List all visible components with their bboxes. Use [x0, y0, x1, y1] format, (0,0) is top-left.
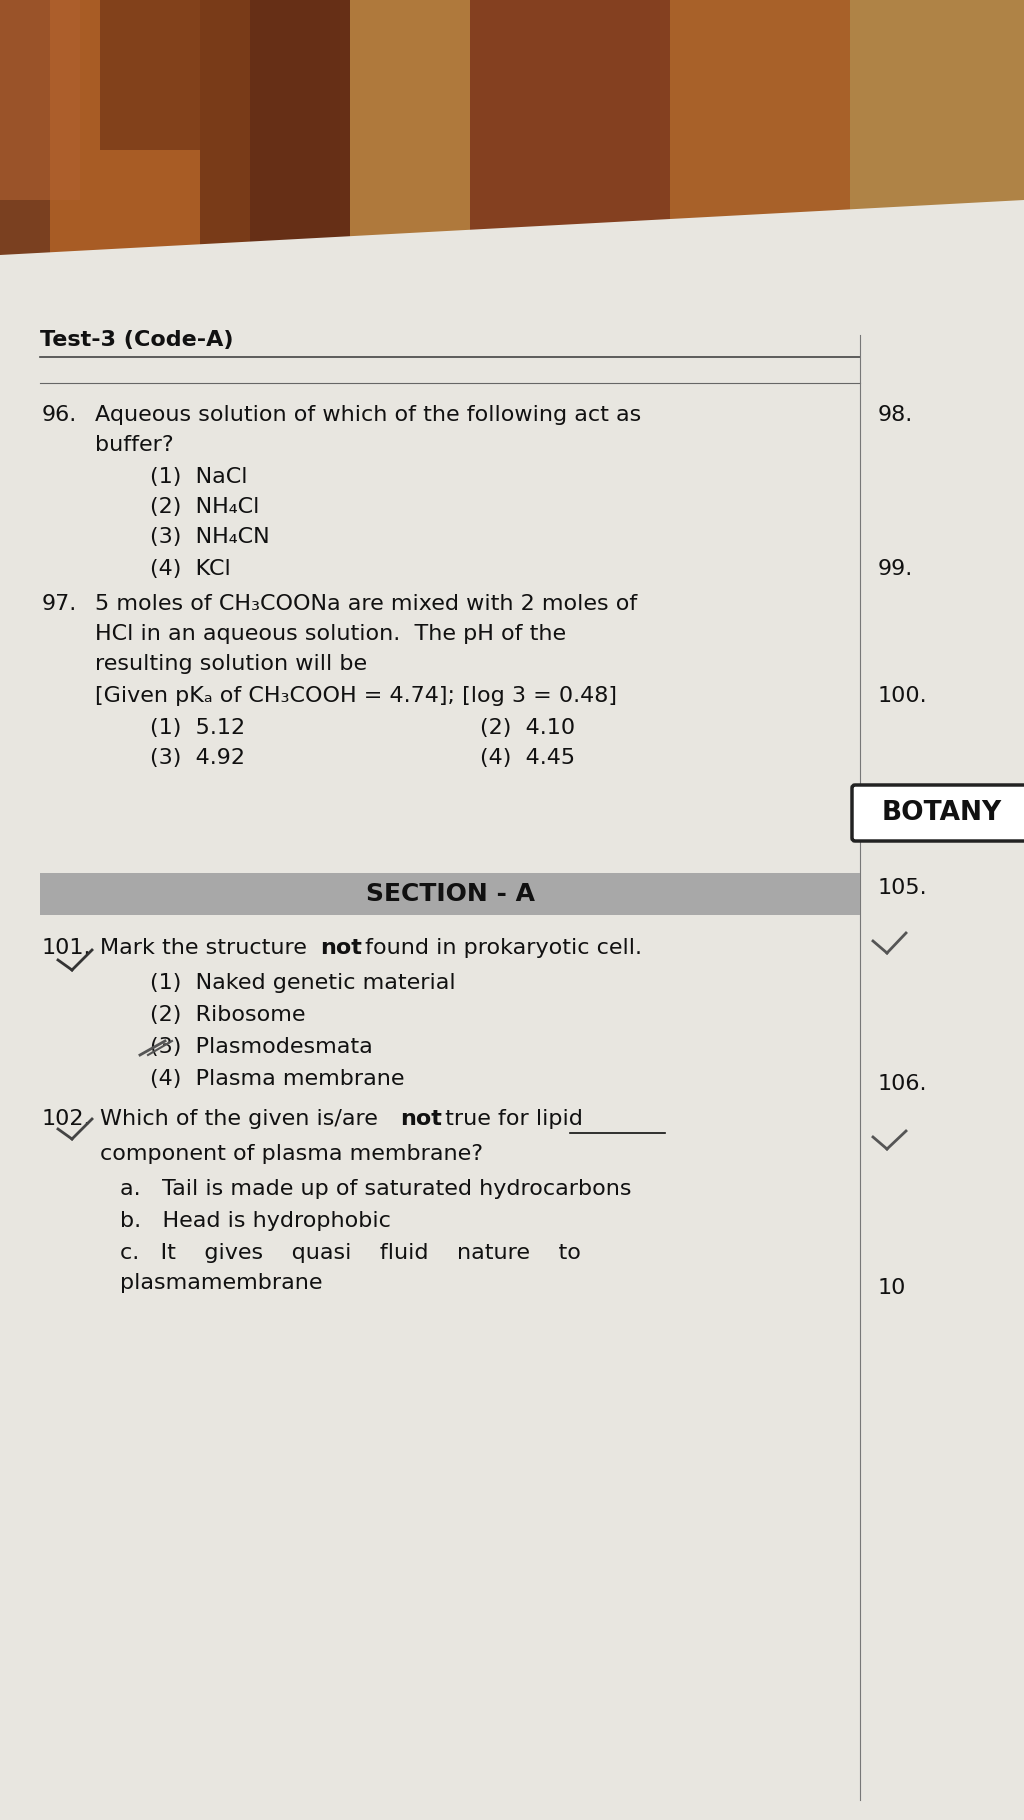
- Text: resulting solution will be: resulting solution will be: [95, 653, 368, 673]
- Bar: [0, 0, 1024, 282]
- Text: 100.: 100.: [878, 686, 928, 706]
- Text: (3)  NH₄CN: (3) NH₄CN: [150, 528, 269, 548]
- Bar: [200, 0, 350, 280]
- Text: 5 moles of CH₃COONa are mixed with 2 moles of: 5 moles of CH₃COONa are mixed with 2 mol…: [95, 593, 637, 613]
- Text: component of plasma membrane?: component of plasma membrane?: [100, 1145, 483, 1165]
- Text: c.   It    gives    quasi    fluid    nature    to: c. It gives quasi fluid nature to: [120, 1243, 581, 1263]
- Text: 96.: 96.: [42, 406, 77, 426]
- Text: Test-3 (Code-A): Test-3 (Code-A): [40, 329, 233, 349]
- Text: (2)  Ribosome: (2) Ribosome: [150, 1005, 305, 1025]
- Text: buffer?: buffer?: [95, 435, 174, 455]
- Bar: [670, 0, 850, 280]
- Text: 101.: 101.: [42, 937, 91, 957]
- Text: (4)  4.45: (4) 4.45: [480, 748, 575, 768]
- Text: (1)  5.12: (1) 5.12: [150, 719, 245, 737]
- Text: not: not: [400, 1108, 442, 1128]
- Text: 97.: 97.: [42, 593, 77, 613]
- Text: Mark the structure: Mark the structure: [100, 937, 314, 957]
- Bar: [50, 0, 250, 280]
- Bar: [350, 0, 470, 280]
- Text: Which of the given is/are: Which of the given is/are: [100, 1108, 385, 1128]
- Text: (1)  Naked genetic material: (1) Naked genetic material: [150, 974, 456, 994]
- Text: Aqueous solution of which of the following act as: Aqueous solution of which of the followi…: [95, 406, 641, 426]
- Text: a.   Tail is made up of saturated hydrocarbons: a. Tail is made up of saturated hydrocar…: [120, 1179, 632, 1199]
- Text: 10: 10: [878, 1278, 906, 1298]
- Text: true for lipid: true for lipid: [438, 1108, 583, 1128]
- Text: 98.: 98.: [878, 406, 913, 426]
- Text: 102.: 102.: [42, 1108, 91, 1128]
- Bar: [470, 0, 670, 280]
- Polygon shape: [0, 200, 1024, 1820]
- Text: SECTION - A: SECTION - A: [366, 883, 535, 906]
- Text: (1)  NaCl: (1) NaCl: [150, 468, 248, 488]
- Text: b.   Head is hydrophobic: b. Head is hydrophobic: [120, 1210, 391, 1230]
- Bar: [100, 0, 200, 149]
- Text: not: not: [319, 937, 361, 957]
- Text: HCl in an aqueous solution.  The pH of the: HCl in an aqueous solution. The pH of th…: [95, 624, 566, 644]
- Text: (3)  Plasmodesmata: (3) Plasmodesmata: [150, 1037, 373, 1057]
- Text: (3)  4.92: (3) 4.92: [150, 748, 245, 768]
- Text: [Given pKₐ of CH₃COOH = 4.74]; [log 3 = 0.48]: [Given pKₐ of CH₃COOH = 4.74]; [log 3 = …: [95, 686, 617, 706]
- Text: plasmamembrane: plasmamembrane: [120, 1272, 323, 1292]
- Text: 106.: 106.: [878, 1074, 928, 1094]
- Text: 99.: 99.: [878, 559, 913, 579]
- Text: (4)  Plasma membrane: (4) Plasma membrane: [150, 1068, 404, 1088]
- Text: (2)  4.10: (2) 4.10: [480, 719, 575, 737]
- Text: (4)  KCl: (4) KCl: [150, 559, 230, 579]
- Text: BOTANY: BOTANY: [882, 801, 1002, 826]
- Bar: [0, 0, 80, 200]
- Text: found in prokaryotic cell.: found in prokaryotic cell.: [358, 937, 642, 957]
- Text: (2)  NH₄Cl: (2) NH₄Cl: [150, 497, 259, 517]
- Bar: [850, 0, 1024, 280]
- FancyBboxPatch shape: [852, 784, 1024, 841]
- Bar: [40, 874, 860, 915]
- Text: 105.: 105.: [878, 877, 928, 897]
